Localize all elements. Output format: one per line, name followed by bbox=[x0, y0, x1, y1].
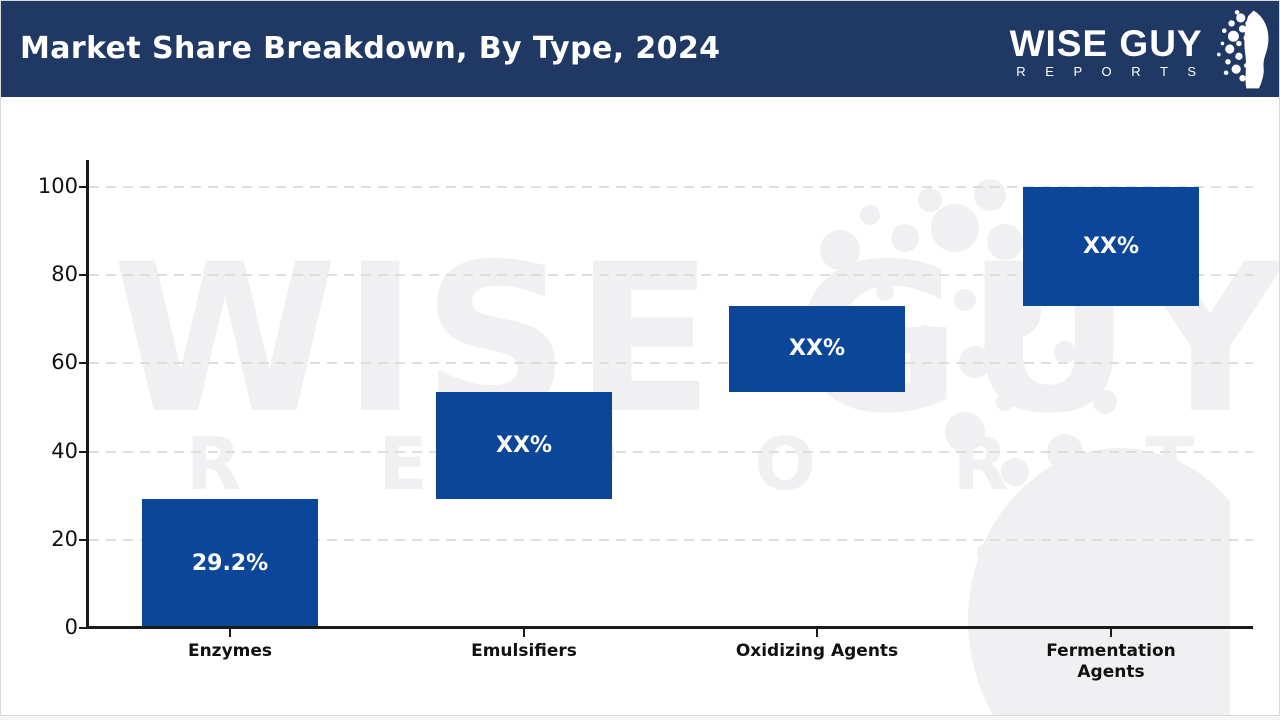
y-tick-mark bbox=[79, 627, 88, 629]
bar-enzymes bbox=[142, 499, 318, 628]
y-tick-label: 0 bbox=[64, 615, 78, 639]
y-tick-mark bbox=[79, 362, 88, 365]
y-tick-label: 100 bbox=[37, 174, 78, 198]
x-tick-mark bbox=[816, 629, 818, 637]
bar-oxidizing-agents bbox=[729, 306, 905, 393]
gridline bbox=[89, 362, 1253, 365]
y-tick-label: 20 bbox=[51, 526, 78, 551]
y-tick-mark bbox=[79, 274, 88, 277]
bar-value-label-oxidizing-agents: XX% bbox=[789, 336, 845, 362]
wiseguy-logo: WISE GUY R E P O R T S bbox=[1008, 4, 1270, 94]
y-tick-label: 40 bbox=[51, 438, 78, 463]
logo-face-icon bbox=[1216, 10, 1269, 89]
bar-emulsifiers bbox=[436, 392, 612, 500]
y-tick-label: 60 bbox=[51, 350, 78, 375]
page-title: Market Share Breakdown, By Type, 2024 bbox=[20, 31, 721, 66]
y-axis-line bbox=[86, 160, 89, 629]
logo-text: WISE GUY R E P O R T S bbox=[1008, 22, 1204, 80]
x-tick-mark bbox=[1110, 629, 1112, 637]
gridline bbox=[89, 450, 1253, 453]
y-tick-mark bbox=[79, 450, 88, 453]
x-category-label-fermentation-agents: Fermentation Agents bbox=[1046, 641, 1176, 682]
bar-value-label-fermentation-agents: XX% bbox=[1083, 233, 1139, 259]
y-tick-mark bbox=[79, 186, 88, 188]
logo-subtext: R E P O R T S bbox=[1016, 64, 1204, 80]
x-category-label-emulsifiers: Emulsifiers bbox=[471, 641, 577, 661]
y-tick-label: 80 bbox=[51, 262, 78, 287]
gridline bbox=[89, 274, 1253, 277]
bar-value-label-enzymes: 29.2% bbox=[191, 550, 269, 576]
bottom-strip bbox=[0, 716, 1280, 720]
bar-value-label-emulsifiers: XX% bbox=[496, 432, 552, 458]
x-tick-mark bbox=[523, 629, 525, 637]
x-category-label-enzymes: Enzymes bbox=[187, 641, 273, 661]
header-bar: Market Share Breakdown, By Type, 2024 WI… bbox=[0, 0, 1280, 97]
bar-fermentation-agents bbox=[1023, 187, 1199, 307]
gridline bbox=[89, 186, 1253, 188]
x-category-label-oxidizing-agents: Oxidizing Agents bbox=[735, 641, 899, 661]
x-axis-line bbox=[86, 626, 1253, 629]
x-tick-mark bbox=[229, 629, 231, 637]
y-tick-mark bbox=[79, 538, 88, 541]
gridline bbox=[89, 538, 1253, 541]
logo-wordmark: WISE GUY bbox=[1009, 22, 1203, 64]
